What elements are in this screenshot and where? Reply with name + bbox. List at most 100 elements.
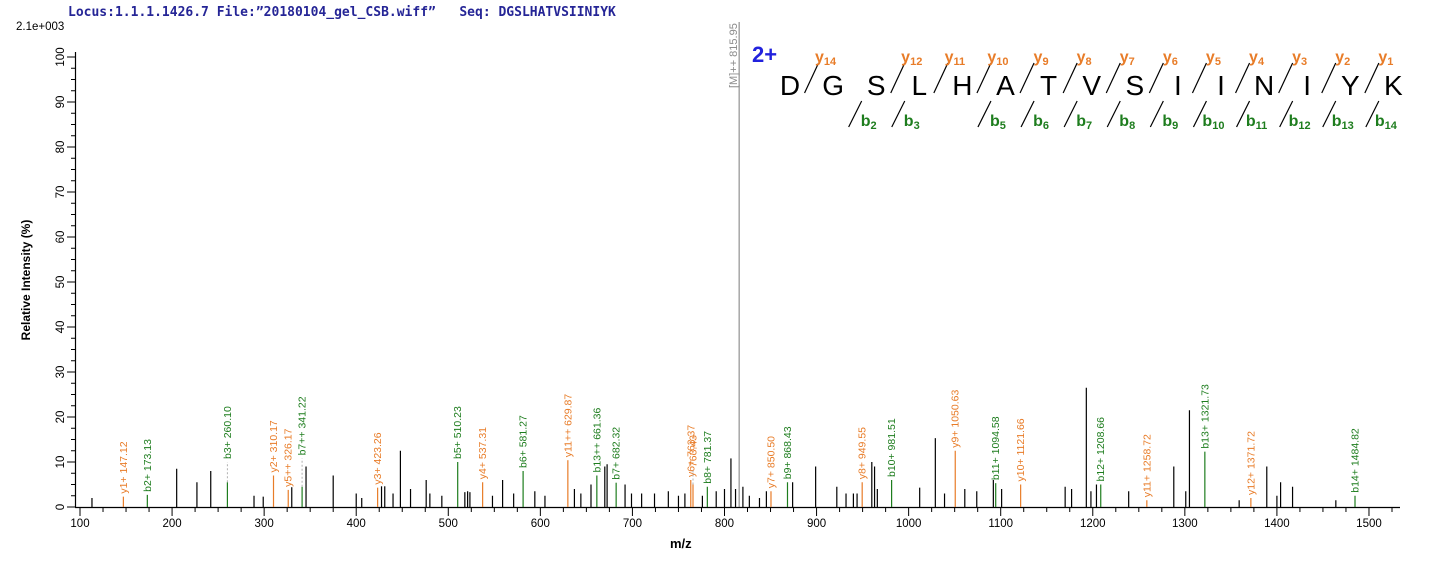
y-tick-label: 60 xyxy=(55,231,67,244)
y-cleavage-slash xyxy=(1278,62,1294,94)
sequence-residue: G xyxy=(822,70,844,101)
x-tick-label: 1400 xyxy=(1264,518,1290,530)
peak-ion-label: b14+ 1484.82 xyxy=(1350,428,1362,493)
precursor-charge-label: 2+ xyxy=(752,42,778,67)
peak-ion-label: b2+ 173.13 xyxy=(142,439,154,492)
y8-ion-label: y8 xyxy=(1076,49,1092,68)
y-axis-title: Relative Intensity (%) xyxy=(19,220,33,341)
sequence-residue: T xyxy=(1040,70,1058,101)
b2-ion-label: b2 xyxy=(860,113,877,132)
peak-ion-label: y9+ 1050.63 xyxy=(950,389,962,447)
peak-ion-label: b5+ 510.23 xyxy=(452,406,464,459)
peak-ion-label: y4+ 537.31 xyxy=(477,427,489,479)
x-tick-label: 100 xyxy=(70,518,89,530)
y11-ion-label: y11 xyxy=(944,49,966,68)
peak-ion-label: y12+ 1371.72 xyxy=(1245,431,1257,495)
y-cleavage-slash xyxy=(1148,62,1164,94)
y-tick-label: 70 xyxy=(55,186,67,199)
y7-ion-label: y7 xyxy=(1119,49,1135,68)
peak-ion-label: y11++ 629.87 xyxy=(562,394,574,458)
b-cleavage-slash xyxy=(891,100,906,128)
sequence-residue: S xyxy=(1125,70,1145,101)
x-tick-label: 200 xyxy=(162,518,181,530)
x-tick-label: 400 xyxy=(347,518,366,530)
sequence-residue: L xyxy=(911,70,928,101)
x-tick-label: 1500 xyxy=(1356,518,1382,530)
b-cleavage-slash xyxy=(1192,100,1207,128)
y-cleavage-slash xyxy=(933,62,949,94)
peak-ion-label: y11+ 1258.72 xyxy=(1141,434,1153,497)
precursor-label: [M]++ 815.95 xyxy=(728,23,740,88)
y-tick-label: 40 xyxy=(55,321,67,334)
y3-ion-label: y3 xyxy=(1292,49,1308,68)
y-cleavage-slash xyxy=(976,62,992,94)
y5-ion-label: y5 xyxy=(1205,49,1221,68)
sequence-residue: K xyxy=(1384,70,1403,101)
sequence-residue: I xyxy=(1217,70,1225,101)
sequence-residue: I xyxy=(1303,70,1312,101)
y-tick-label: 30 xyxy=(55,366,67,379)
b11-ion-label: b11 xyxy=(1245,113,1268,132)
file-info-header: Locus:1.1.1.1426.7 File:”20180104_gel_CS… xyxy=(68,5,616,20)
y-tick-label: 90 xyxy=(55,96,67,109)
b-cleavage-slash xyxy=(1149,100,1164,128)
peak-ion-label: y5++ 326.17 xyxy=(283,428,295,487)
x-tick-label: 1300 xyxy=(1172,518,1198,530)
peak-ion-label: b13+ 1321.73 xyxy=(1199,384,1211,449)
peak-ion-label: y8+ 949.55 xyxy=(857,427,869,479)
peak-ion-label: y10+ 1121.66 xyxy=(1015,418,1027,481)
peak-ion-label: b7++ 341.22 xyxy=(297,396,309,455)
peak-ion-label: y6+ 763.37 xyxy=(685,425,697,477)
x-tick-label: 800 xyxy=(715,518,734,530)
b5-ion-label: b5 xyxy=(989,113,1006,132)
b-cleavage-slash xyxy=(1106,100,1121,128)
x-tick-label: 300 xyxy=(255,518,274,530)
y-tick-label: 50 xyxy=(55,276,67,289)
sequence-residue: Y xyxy=(1340,70,1360,101)
b-cleavage-slash xyxy=(1365,100,1380,128)
b-cleavage-slash xyxy=(1322,100,1337,128)
x-tick-label: 700 xyxy=(623,518,642,530)
sequence-residue: H xyxy=(952,70,973,101)
y2-ion-label: y2 xyxy=(1335,49,1351,68)
peak-ion-label: y2+ 310.17 xyxy=(268,420,280,472)
sequence-residue: I xyxy=(1174,70,1182,101)
b13-ion-label: b13 xyxy=(1331,113,1354,132)
x-tick-label: 1000 xyxy=(896,518,922,530)
y1-ion-label: y1 xyxy=(1378,49,1394,68)
y10-ion-label: y10 xyxy=(987,49,1009,68)
y12-ion-label: y12 xyxy=(901,49,923,68)
y-tick-label: 100 xyxy=(55,47,67,66)
x-tick-label: 900 xyxy=(807,518,826,530)
b-cleavage-slash xyxy=(848,100,863,128)
y-cleavage-slash xyxy=(1019,62,1035,94)
b8-ion-label: b8 xyxy=(1119,113,1136,132)
y-tick-label: 10 xyxy=(55,456,67,469)
peak-ion-label: y1+ 147.12 xyxy=(118,441,130,493)
y14-ion-label: y14 xyxy=(814,49,837,68)
peak-ion-label: b8+ 781.37 xyxy=(702,431,714,484)
b14-ion-label: b14 xyxy=(1374,113,1397,132)
b9-ion-label: b9 xyxy=(1162,113,1179,132)
y-cleavage-slash xyxy=(1191,62,1207,94)
peak-ion-label: b9+ 868.43 xyxy=(782,426,794,479)
x-tick-label: 1200 xyxy=(1080,518,1106,530)
y-cleavage-slash xyxy=(890,62,906,94)
peak-ion-label: b10+ 981.51 xyxy=(886,418,898,477)
y-cleavage-slash xyxy=(1321,62,1337,94)
b10-ion-label: b10 xyxy=(1202,113,1225,132)
b-cleavage-slash xyxy=(1279,100,1294,128)
y6-ion-label: y6 xyxy=(1162,49,1178,68)
y-cleavage-slash xyxy=(1235,62,1251,94)
max-intensity-label: 2.1e+003 xyxy=(16,21,65,33)
peak-ion-label: b13++ 661.36 xyxy=(591,408,603,473)
sequence-residue: N xyxy=(1253,70,1275,101)
y9-ion-label: y9 xyxy=(1033,49,1049,68)
peak-ion-label: b12+ 1208.66 xyxy=(1095,417,1107,482)
peak-ion-label: b3+ 260.10 xyxy=(222,406,234,459)
sequence-residue: D xyxy=(779,70,801,101)
peak-ion-label: 763.43 xyxy=(688,435,700,467)
y-tick-label: 0 xyxy=(55,504,67,510)
sequence-residue: V xyxy=(1082,70,1102,101)
